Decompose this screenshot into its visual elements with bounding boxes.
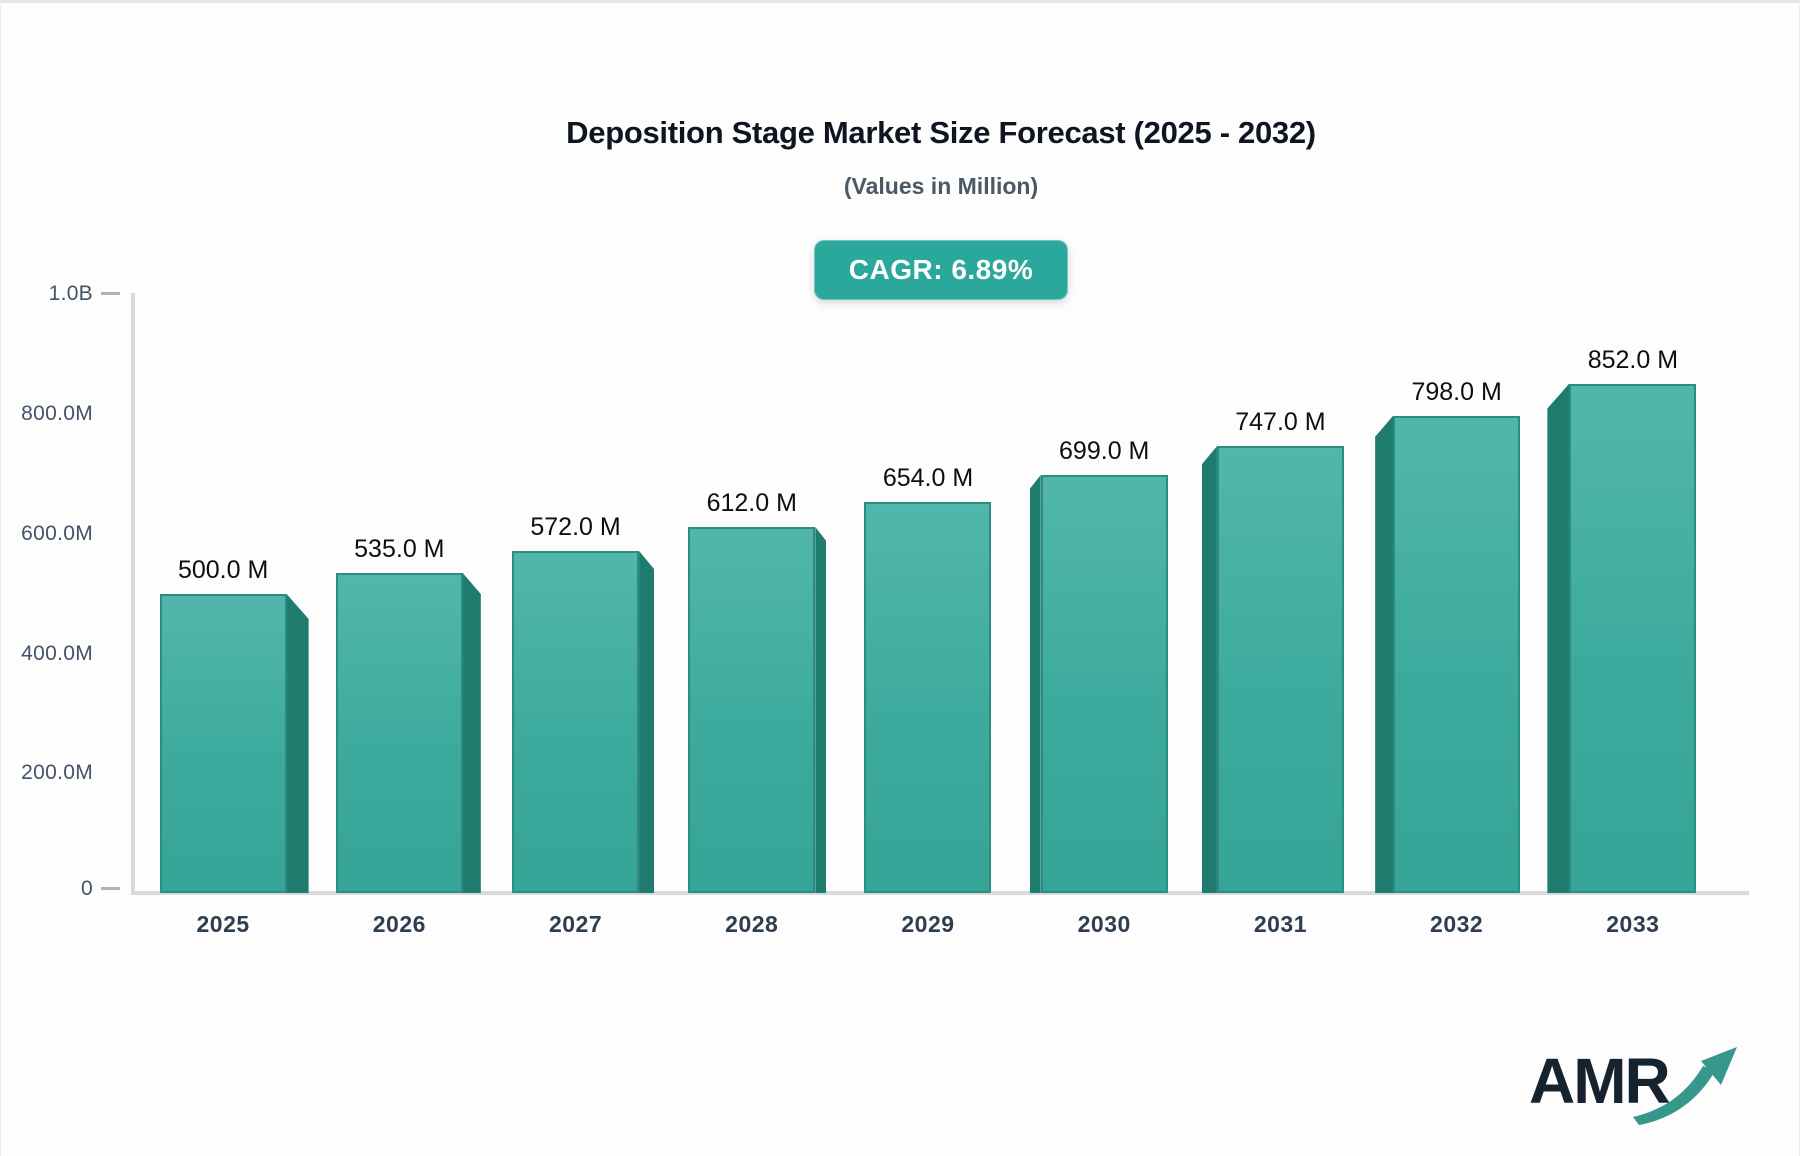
- bar-value-label: 612.0 M: [706, 489, 797, 518]
- bar-2030: 699.0 M: [1029, 437, 1168, 893]
- x-axis-labels: 2025 2026 2027 2028 2029 2030 2031 2032 …: [135, 911, 1721, 938]
- y-tick-label: 800.0M: [21, 402, 93, 425]
- y-tick-label: 200.0M: [21, 761, 93, 784]
- bar-value-label: 699.0 M: [1059, 437, 1150, 465]
- y-tick-label: 400.0M: [21, 642, 93, 665]
- bar-front-face: [864, 501, 992, 893]
- bar-2026: 535.0 M: [335, 535, 481, 893]
- x-tick-label: 2033: [1606, 911, 1660, 937]
- bar-side-face: [639, 550, 655, 893]
- cagr-badge: CAGR: 6.89%: [813, 240, 1069, 300]
- bar-front-face: [159, 594, 287, 893]
- bar-2032: 798.0 M: [1375, 378, 1521, 893]
- bar-front-face: [688, 527, 816, 893]
- bar-side-face: [1029, 475, 1041, 893]
- x-tick-label: 2027: [548, 911, 603, 937]
- chart-subtitle: (Values in Million): [843, 173, 1039, 199]
- x-axis-line: [131, 891, 1749, 895]
- amr-logo-text: AMR: [1529, 1045, 1670, 1117]
- bar-2027: 572.0 M: [512, 513, 655, 893]
- bar-value-label: 654.0 M: [882, 463, 974, 492]
- y-tick-label: 600.0M: [21, 522, 93, 545]
- bar-side-face: [1375, 415, 1394, 893]
- bar-value-label: 535.0 M: [354, 535, 445, 564]
- bar-2029: 654.0 M: [864, 464, 992, 893]
- amr-logo-arrowhead: [1701, 1047, 1737, 1085]
- bar-side-face: [1201, 446, 1217, 893]
- bar-value-label: 500.0 M: [177, 556, 269, 584]
- bar-value-label: 747.0 M: [1235, 408, 1326, 437]
- amr-logo-arrow-swoosh: [1633, 1066, 1715, 1125]
- bar-front-face: [512, 550, 640, 893]
- bar-2031: 747.0 M: [1201, 408, 1344, 893]
- bar-side-face: [815, 527, 827, 893]
- x-tick-label: 2032: [1430, 911, 1484, 937]
- bar-front-face: [1040, 475, 1168, 893]
- y-tick-label: 1.0B: [48, 282, 93, 305]
- bar-front-face: [1569, 383, 1697, 893]
- bar-front-face: [1216, 446, 1344, 893]
- x-tick-label: 2031: [1253, 911, 1307, 937]
- bar-side-face: [462, 573, 481, 893]
- x-tick-label: 2028: [725, 911, 779, 937]
- bar-2025: 500.0 M: [159, 556, 309, 893]
- y-tick-mark-zero: [101, 887, 120, 890]
- bar-value-label: 798.0 M: [1411, 377, 1502, 406]
- y-axis-line: [131, 293, 135, 894]
- y-tick-label: 0: [81, 877, 93, 900]
- bar-side-face: [286, 594, 309, 893]
- bar-2028: 612.0 M: [688, 489, 827, 893]
- plot-area: 500.0 M 535.0 M 572.0 M 612.0 M 654.0 M …: [135, 295, 1721, 893]
- chart-title: Deposition Stage Market Size Forecast (2…: [566, 115, 1316, 150]
- bar-front-face: [1393, 415, 1521, 893]
- bar-value-label: 852.0 M: [1587, 345, 1679, 374]
- chart-header: Deposition Stage Market Size Forecast (2…: [136, 3, 1746, 300]
- x-tick-label: 2026: [372, 911, 426, 937]
- x-tick-label: 2025: [196, 911, 250, 937]
- x-tick-label: 2030: [1077, 911, 1131, 937]
- bar-2033: 852.0 M: [1547, 346, 1697, 893]
- bar-front-face: [335, 573, 463, 893]
- amr-logo: AMR: [1529, 1045, 1737, 1125]
- x-tick-label: 2029: [901, 911, 955, 937]
- bar-side-face: [1547, 383, 1570, 893]
- bar-value-label: 572.0 M: [530, 512, 621, 541]
- y-tick-mark-top: [101, 292, 120, 295]
